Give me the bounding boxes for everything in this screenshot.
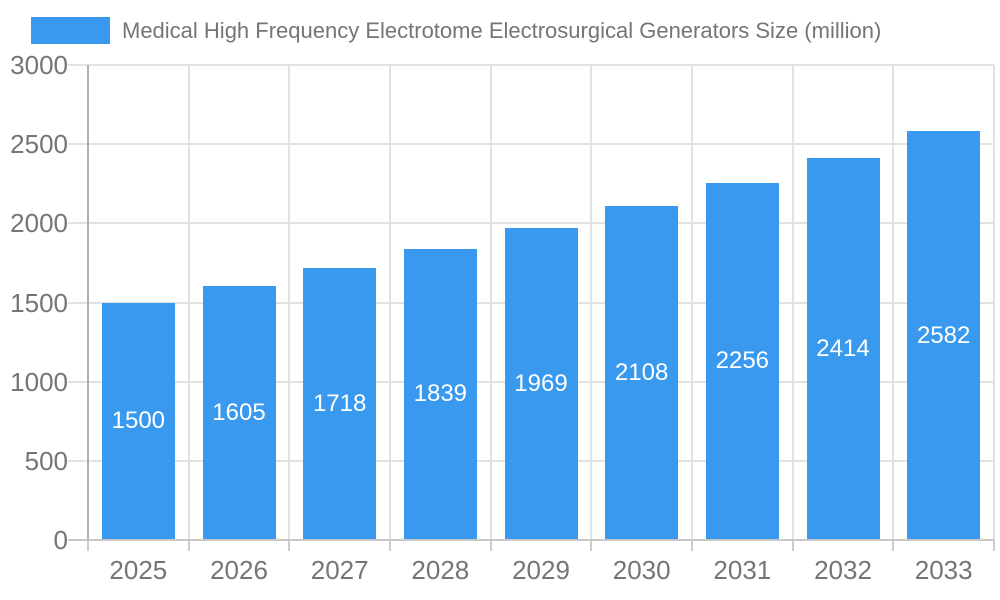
y-tick-label: 1500: [10, 287, 68, 318]
x-tick-mark: [288, 540, 291, 551]
y-gridline: [68, 143, 994, 146]
x-tick-label: 2026: [210, 555, 268, 585]
bar[interactable]: 1969: [504, 228, 578, 540]
x-tick-mark: [791, 540, 794, 551]
bar-value-label: 2256: [715, 347, 770, 375]
y-tick-label: 2000: [10, 208, 68, 239]
x-tick-mark: [489, 540, 492, 551]
y-tick-label: 3000: [10, 50, 68, 80]
bar[interactable]: 1718: [303, 267, 377, 540]
x-tick-mark: [187, 540, 190, 551]
x-axis-line: [68, 539, 994, 541]
bar-value-label: 1718: [312, 389, 367, 417]
bar-value-label: 1839: [413, 380, 468, 408]
bar-value-label: 2108: [614, 359, 669, 387]
x-gridline: [389, 65, 391, 540]
y-gridline: [68, 222, 994, 225]
x-tick-label: 2025: [109, 555, 168, 585]
bar-value-label: 1969: [514, 370, 568, 398]
bar-value-label: 2414: [816, 334, 870, 362]
x-gridline: [187, 65, 190, 540]
x-gridline: [791, 65, 794, 540]
x-gridline: [892, 65, 895, 540]
bar[interactable]: 2108: [605, 206, 679, 540]
bar[interactable]: 1605: [202, 285, 276, 540]
x-tick-mark: [691, 540, 693, 551]
y-tick-label: 500: [24, 445, 68, 476]
y-tick-label: 1000: [10, 366, 68, 397]
x-gridline: [691, 65, 693, 540]
x-gridline: [288, 65, 291, 540]
y-axis-line: [87, 65, 89, 540]
x-tick-mark: [892, 540, 895, 551]
x-gridline: [993, 65, 995, 540]
x-tick-label: 2028: [411, 555, 470, 585]
x-tick-mark: [590, 540, 593, 551]
x-tick-label: 2027: [310, 555, 369, 585]
x-tick-mark: [389, 540, 391, 551]
y-tick-label: 0: [53, 525, 68, 555]
legend: Medical High Frequency Electrotome Elect…: [31, 17, 881, 44]
x-tick-mark: [87, 540, 89, 551]
legend-swatch: [31, 17, 110, 44]
bar[interactable]: 1500: [101, 302, 175, 540]
x-tick-label: 2033: [914, 555, 973, 585]
x-tick-mark: [993, 540, 995, 551]
bar-value-label: 2582: [916, 321, 971, 349]
bar-value-label: 1500: [111, 407, 166, 435]
bar[interactable]: 2256: [705, 182, 779, 540]
y-gridline: [68, 64, 994, 66]
x-tick-label: 2030: [612, 555, 671, 585]
x-tick-label: 2031: [713, 555, 772, 585]
legend-label: Medical High Frequency Electrotome Elect…: [122, 17, 882, 43]
y-tick-label: 2500: [10, 129, 68, 160]
bar[interactable]: 2582: [907, 131, 981, 540]
bar[interactable]: 2414: [806, 157, 880, 540]
x-gridline: [590, 65, 593, 540]
x-gridline: [489, 65, 492, 540]
x-tick-label: 2032: [814, 555, 872, 585]
bar-value-label: 1605: [212, 398, 266, 426]
bar[interactable]: 1839: [403, 248, 477, 540]
x-tick-label: 2029: [512, 555, 570, 585]
